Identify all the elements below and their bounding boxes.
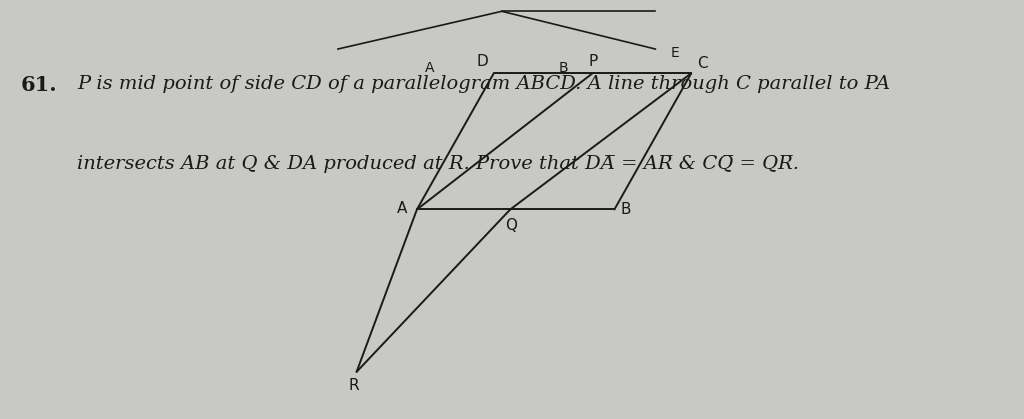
Text: C: C bbox=[697, 57, 708, 71]
Text: D: D bbox=[476, 54, 487, 69]
Text: R: R bbox=[348, 378, 359, 393]
Text: B: B bbox=[621, 202, 631, 217]
Text: 61.: 61. bbox=[20, 75, 57, 95]
Text: E: E bbox=[671, 46, 680, 60]
Text: Q: Q bbox=[505, 218, 517, 233]
Text: P: P bbox=[589, 54, 598, 69]
Text: P is mid point of side CD of a parallelogram ABCD. A line through C parallel to : P is mid point of side CD of a parallelo… bbox=[77, 75, 890, 93]
Text: intersects AB at Q & DA produced at R. Prove that DA̅ = AR̅ & CQ̅ = QR̅.: intersects AB at Q & DA produced at R. P… bbox=[77, 155, 799, 173]
Text: A: A bbox=[396, 201, 408, 216]
Text: B: B bbox=[558, 62, 568, 75]
Text: A: A bbox=[425, 62, 435, 75]
